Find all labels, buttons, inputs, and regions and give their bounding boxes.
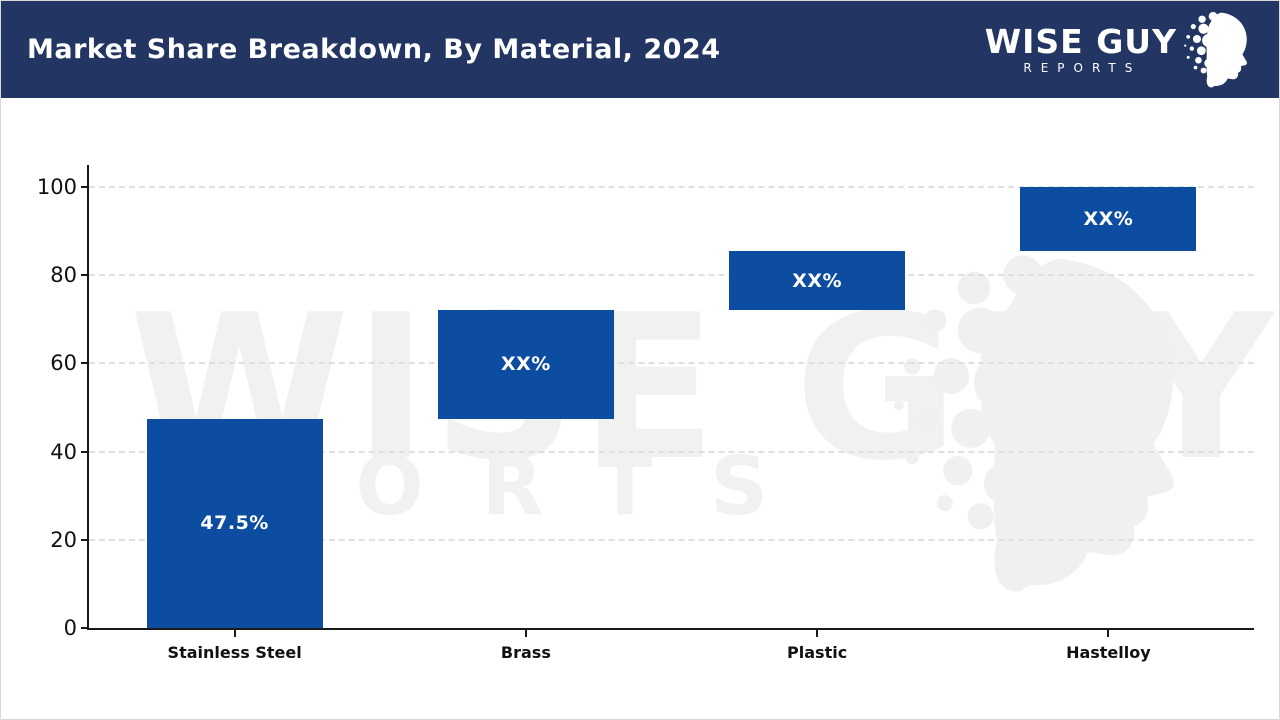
gridline xyxy=(89,538,1254,541)
bar-hastelloy: XX% xyxy=(1020,187,1197,251)
y-tick xyxy=(81,186,89,188)
y-tick-label: 40 xyxy=(50,439,77,464)
bar-brass: XX% xyxy=(437,310,614,419)
gridline xyxy=(89,362,1254,365)
x-tick-label: Hastelloy xyxy=(1066,643,1151,662)
bar-value-label: XX% xyxy=(792,269,843,292)
bar-value-label: XX% xyxy=(1083,207,1134,230)
gridline xyxy=(89,186,1254,188)
x-tick xyxy=(233,629,236,637)
y-tick xyxy=(81,274,89,277)
bar-value-label: XX% xyxy=(500,353,551,376)
wise-guy-reports-logo: WISE GUY REPORTS xyxy=(985,9,1253,91)
x-axis xyxy=(87,628,1254,630)
y-axis xyxy=(87,165,89,630)
y-tick xyxy=(81,362,89,365)
bar-stainless-steel: 47.5% xyxy=(146,418,323,628)
x-tick xyxy=(1107,629,1110,637)
page-title: Market Share Breakdown, By Material, 202… xyxy=(27,34,721,65)
header: Market Share Breakdown, By Material, 202… xyxy=(1,1,1279,98)
gridline xyxy=(89,274,1254,277)
y-tick xyxy=(81,627,89,629)
y-tick xyxy=(81,450,89,453)
bar-plastic: XX% xyxy=(729,250,906,311)
y-tick-label: 80 xyxy=(50,263,77,288)
logo-wise-guy-label: WISE GUY xyxy=(984,22,1177,61)
y-tick-label: 60 xyxy=(50,351,77,376)
y-tick xyxy=(81,538,89,541)
x-tick xyxy=(524,629,527,637)
logo-reports-label: REPORTS xyxy=(1023,61,1142,75)
x-tick-label: Brass xyxy=(500,643,551,662)
logo-text: WISE GUY REPORTS xyxy=(985,25,1177,74)
y-tick-label: 0 xyxy=(63,616,77,640)
gridline xyxy=(89,450,1254,453)
dotted-head-icon xyxy=(1184,11,1247,87)
x-tick-label: Plastic xyxy=(787,643,848,662)
y-tick-label: 100 xyxy=(36,175,77,199)
bar-value-label: 47.5% xyxy=(200,512,269,535)
x-tick-label: Stainless Steel xyxy=(167,643,302,662)
y-tick-label: 20 xyxy=(50,527,77,552)
x-tick xyxy=(816,629,819,637)
